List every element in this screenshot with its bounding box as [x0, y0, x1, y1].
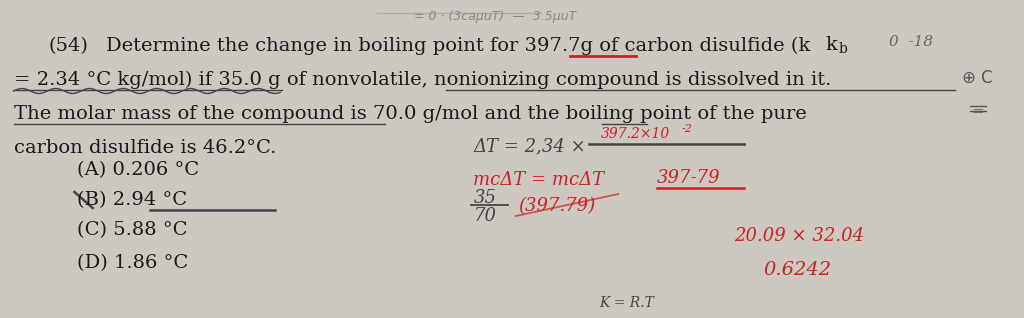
Text: k: k [825, 36, 837, 54]
Text: 397-79: 397-79 [657, 169, 721, 187]
Text: The molar mass of the compound is 70.0 g/mol and the boiling point of the pure: The molar mass of the compound is 70.0 g… [13, 105, 806, 123]
Text: 35: 35 [473, 189, 497, 207]
Text: -2: -2 [681, 124, 692, 134]
Text: ⊕ C: ⊕ C [963, 69, 993, 87]
Text: (C) 5.88 °C: (C) 5.88 °C [77, 221, 187, 239]
Text: = 2.34 °C kg/mol) if 35.0 g of nonvolatile, nonionizing compound is dissolved in: = 2.34 °C kg/mol) if 35.0 g of nonvolati… [13, 71, 830, 89]
Text: Determine the change in boiling point for 397.7g of carbon disulfide (k: Determine the change in boiling point fo… [106, 37, 811, 55]
Text: (B) 2.94 °C: (B) 2.94 °C [77, 191, 187, 209]
Text: ΔT = 2,34 ×: ΔT = 2,34 × [473, 137, 586, 155]
Text: 397.2×10: 397.2×10 [601, 127, 671, 141]
Text: mcΔT = mcΔT: mcΔT = mcΔT [473, 171, 604, 189]
Text: (D) 1.86 °C: (D) 1.86 °C [77, 254, 188, 272]
Text: = 0 · (3caμuT)  —  3.5μuT: = 0 · (3caμuT) — 3.5μuT [414, 10, 575, 23]
Text: (54): (54) [48, 37, 88, 55]
Text: (A) 0.206 °C: (A) 0.206 °C [77, 161, 200, 179]
Text: b: b [839, 42, 848, 56]
Text: K = R.T: K = R.T [599, 296, 654, 310]
Text: =: = [971, 105, 984, 119]
Text: 70: 70 [473, 207, 497, 225]
Text: (397.79): (397.79) [518, 197, 595, 215]
Text: 20.09 × 32.04: 20.09 × 32.04 [734, 227, 864, 245]
Text: carbon disulfide is 46.2°C.: carbon disulfide is 46.2°C. [13, 139, 275, 157]
Text: 0  -18: 0 -18 [889, 35, 933, 49]
Text: 0.6242: 0.6242 [763, 261, 831, 279]
